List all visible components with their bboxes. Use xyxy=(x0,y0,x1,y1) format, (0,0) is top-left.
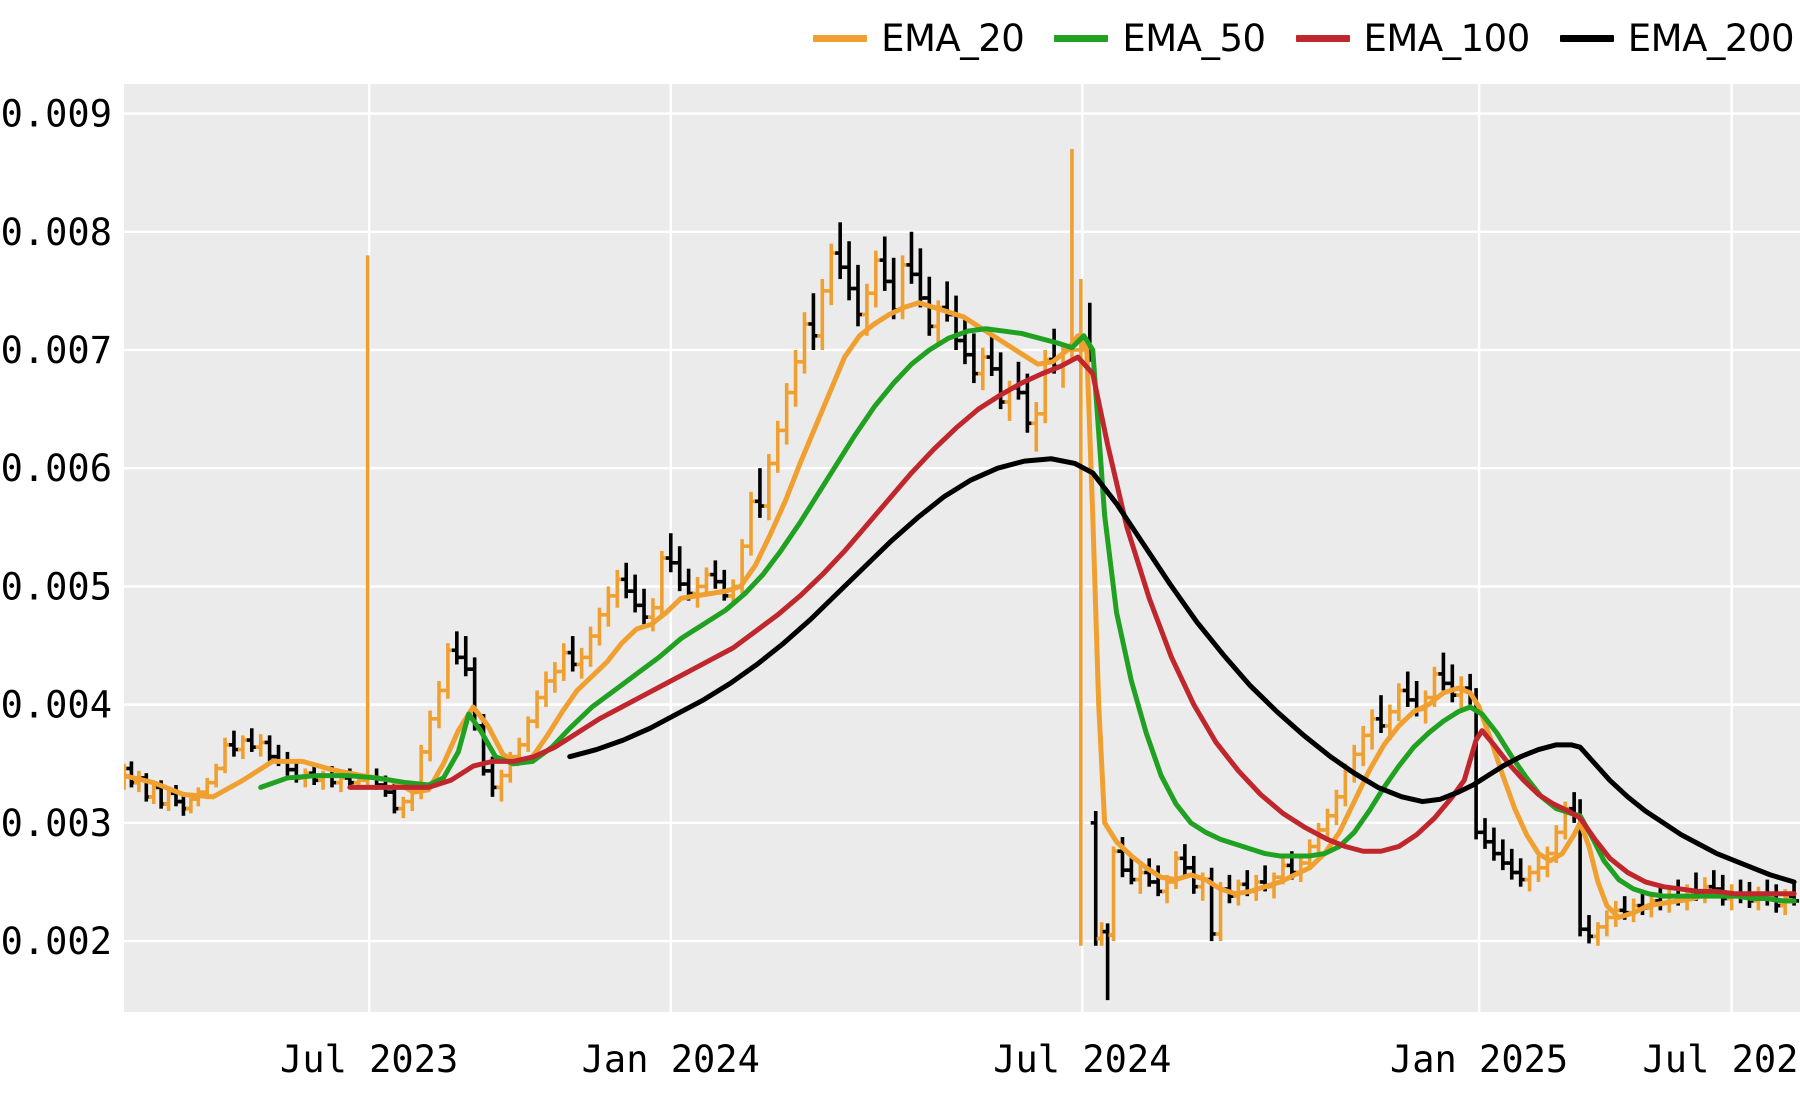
y-axis-tick-label: 0.002 xyxy=(1,920,112,963)
y-axis-tick-label: 0.003 xyxy=(1,802,112,845)
y-axis-tick-label: 0.005 xyxy=(1,565,112,608)
line-swatch-icon xyxy=(1295,34,1350,42)
y-axis-tick-label: 0.006 xyxy=(1,447,112,490)
legend-entry-ema_20[interactable]: EMA_20 xyxy=(813,16,1025,60)
legend-label: EMA_100 xyxy=(1363,16,1531,60)
legend-entry-ema_100[interactable]: EMA_100 xyxy=(1295,16,1531,60)
legend-entry-ema_200[interactable]: EMA_200 xyxy=(1559,16,1795,60)
x-axis-tick-label: Jan 2024 xyxy=(582,1038,760,1081)
axes-background xyxy=(124,84,1800,1012)
legend-entry-ema_50[interactable]: EMA_50 xyxy=(1054,16,1266,60)
x-axis-tick-label: Jul 2023 xyxy=(280,1038,458,1081)
x-axis-tick-label: Jul 2024 xyxy=(993,1038,1171,1081)
line-swatch-icon xyxy=(813,34,868,42)
series-line-ema_200 xyxy=(567,456,1797,885)
chart-legend: EMA_20 EMA_50 EMA_100 EMA_200 xyxy=(0,0,1800,76)
y-axis-tick-label: 0.007 xyxy=(1,329,112,372)
legend-label: EMA_50 xyxy=(1122,16,1266,60)
y-axis-tick-label: 0.008 xyxy=(1,211,112,254)
x-axis-tick-label: Jan 2025 xyxy=(1390,1038,1568,1081)
line-swatch-icon xyxy=(1559,34,1614,42)
series-line-ema_20 xyxy=(124,300,1797,920)
legend-label: EMA_20 xyxy=(881,16,1025,60)
legend-label: EMA_200 xyxy=(1627,16,1795,60)
series-line-ema_100 xyxy=(347,354,1797,897)
y-axis-tick-label: 0.009 xyxy=(1,93,112,136)
x-axis-tick-label: Jul 2025 xyxy=(1643,1038,1800,1081)
line-swatch-icon xyxy=(1054,34,1109,42)
y-axis-tick-label: 0.004 xyxy=(1,684,112,727)
